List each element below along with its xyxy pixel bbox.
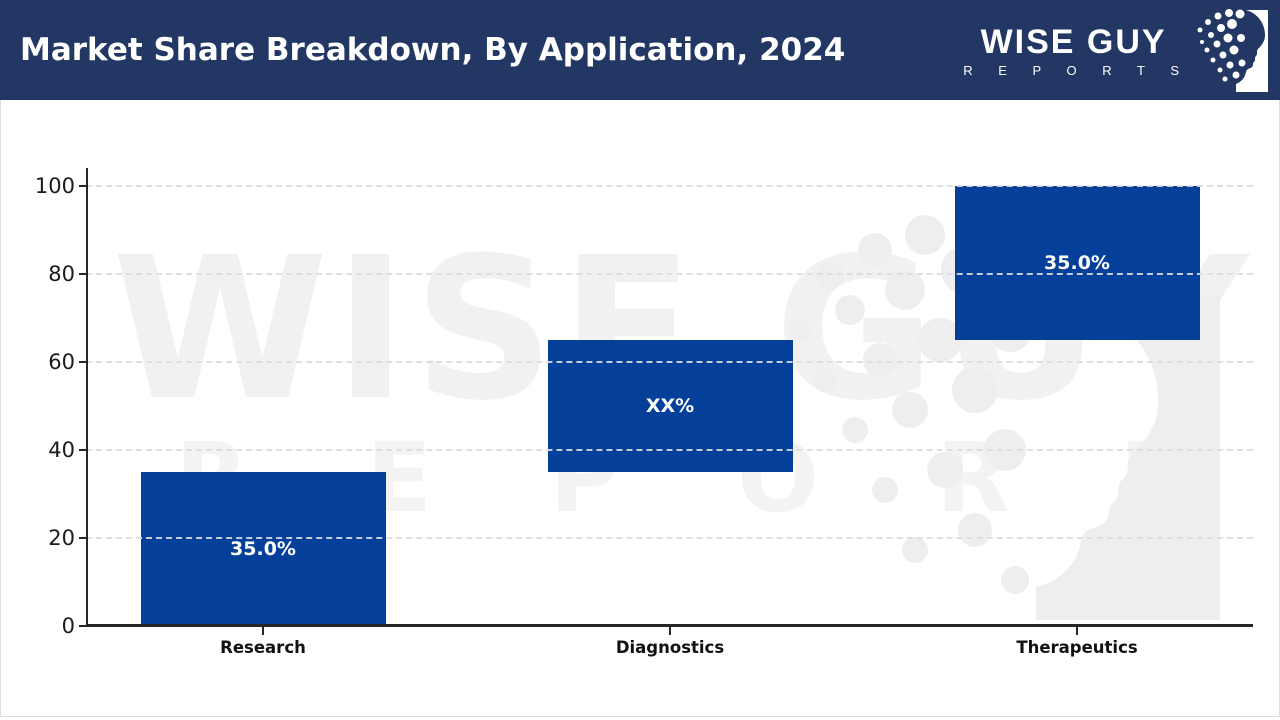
logo-face-icon <box>1197 9 1268 92</box>
x-axis-line <box>86 624 1253 627</box>
x-tick-label-research: Research <box>220 638 306 657</box>
gridline-40 <box>86 449 1253 451</box>
bar-value-label-diagnostics: XX% <box>645 395 695 417</box>
x-tick-mark-therapeutics <box>1076 627 1078 635</box>
gridline-20 <box>86 537 1253 539</box>
y-tick-mark-80 <box>79 273 87 275</box>
logo-wordmark: WISE GUY <box>980 22 1167 61</box>
y-axis-line <box>86 168 88 627</box>
x-tick-mark-research <box>262 627 264 635</box>
x-tick-label-therapeutics: Therapeutics <box>1016 638 1138 657</box>
gridline-60 <box>86 361 1253 363</box>
y-tick-label-0: 0 <box>61 614 75 638</box>
x-tick-label-diagnostics: Diagnostics <box>615 638 725 657</box>
chart-title: Market Share Breakdown, By Application, … <box>20 32 846 68</box>
y-tick-label-60: 60 <box>48 350 75 374</box>
y-tick-label-40: 40 <box>48 438 75 462</box>
y-tick-label-20: 20 <box>48 526 75 550</box>
y-tick-label-100: 100 <box>34 174 75 198</box>
y-tick-mark-40 <box>79 449 87 451</box>
bar-value-label-therapeutics: 35.0% <box>1044 252 1110 274</box>
bar-diagnostics: XX% <box>547 340 793 472</box>
x-tick-mark-diagnostics <box>669 627 671 635</box>
gridline-80 <box>86 273 1253 275</box>
bar-value-label-research: 35.0% <box>230 538 296 560</box>
y-tick-label-80: 80 <box>48 262 75 286</box>
y-tick-mark-20 <box>79 537 87 539</box>
y-tick-mark-60 <box>79 361 87 363</box>
gridline-100 <box>86 185 1253 187</box>
bar-research: 35.0% <box>140 472 386 626</box>
y-tick-mark-0 <box>79 625 87 627</box>
header-banner: Market Share Breakdown, By Application, … <box>0 0 1280 100</box>
bar-therapeutics: 35.0% <box>954 186 1200 340</box>
wise-guy-logo: WISE GUY R E P O R T S <box>957 8 1268 92</box>
logo-subtitle: R E P O R T S <box>963 62 1190 78</box>
y-tick-mark-100 <box>79 185 87 187</box>
